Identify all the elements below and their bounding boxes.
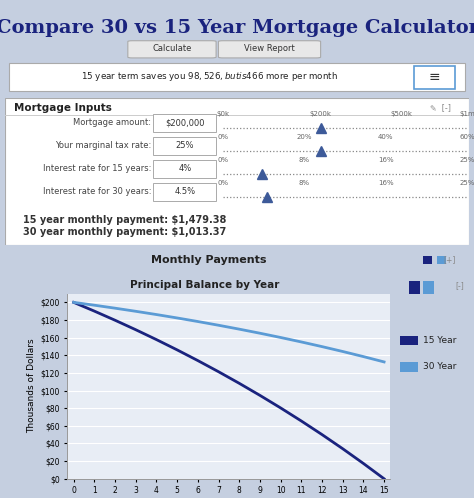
FancyBboxPatch shape	[128, 41, 216, 58]
Text: Your marginal tax rate:: Your marginal tax rate:	[55, 141, 151, 150]
Text: 15 year term saves you $98,526, but is $466 more per month: 15 year term saves you $98,526, but is $…	[81, 70, 337, 83]
Text: 4%: 4%	[178, 164, 191, 173]
Text: 60%: 60%	[459, 134, 474, 140]
Text: $200k: $200k	[310, 111, 332, 117]
Text: Interest rate for 15 years:: Interest rate for 15 years:	[43, 164, 151, 173]
Text: 15 year monthly payment: $1,479.38: 15 year monthly payment: $1,479.38	[23, 215, 227, 225]
Text: $200,000: $200,000	[165, 119, 205, 127]
FancyBboxPatch shape	[154, 160, 216, 178]
Text: 0%: 0%	[218, 134, 228, 140]
FancyBboxPatch shape	[437, 256, 446, 264]
Text: Calculate: Calculate	[152, 44, 191, 53]
Text: $1m: $1m	[459, 111, 474, 117]
FancyBboxPatch shape	[154, 137, 216, 155]
Text: 25%: 25%	[176, 141, 194, 150]
Text: 16%: 16%	[378, 180, 393, 186]
Text: 8%: 8%	[299, 180, 310, 186]
FancyBboxPatch shape	[5, 98, 469, 246]
Text: 8%: 8%	[299, 157, 310, 163]
FancyBboxPatch shape	[409, 281, 420, 293]
Text: 30 Year: 30 Year	[423, 363, 456, 372]
FancyBboxPatch shape	[423, 256, 432, 264]
Text: ≡: ≡	[428, 70, 440, 85]
Text: Compare 30 vs 15 Year Mortgage Calculator: Compare 30 vs 15 Year Mortgage Calculato…	[0, 19, 474, 37]
Text: ✎  [-]: ✎ [-]	[429, 103, 451, 112]
Text: 20%: 20%	[297, 134, 312, 140]
Text: Mortgage Inputs: Mortgage Inputs	[14, 103, 112, 113]
Text: [+]: [+]	[443, 255, 456, 264]
FancyBboxPatch shape	[400, 362, 418, 372]
Text: 30 year monthly payment: $1,013.37: 30 year monthly payment: $1,013.37	[23, 227, 227, 237]
Text: [-]: [-]	[456, 281, 465, 290]
Text: 0%: 0%	[218, 157, 228, 163]
FancyBboxPatch shape	[423, 281, 434, 293]
Text: 40%: 40%	[378, 134, 393, 140]
Text: 25%: 25%	[459, 180, 474, 186]
Text: 15 Year: 15 Year	[423, 336, 456, 345]
Text: 0%: 0%	[218, 180, 228, 186]
FancyBboxPatch shape	[400, 336, 418, 346]
Text: Monthly Payments: Monthly Payments	[151, 254, 267, 264]
Text: $500k: $500k	[390, 111, 412, 117]
FancyBboxPatch shape	[413, 66, 456, 89]
Text: 25%: 25%	[459, 157, 474, 163]
FancyBboxPatch shape	[219, 41, 320, 58]
Text: Principal Balance by Year: Principal Balance by Year	[130, 280, 279, 290]
FancyBboxPatch shape	[154, 183, 216, 201]
Text: Mortgage amount:: Mortgage amount:	[73, 119, 151, 127]
FancyBboxPatch shape	[9, 63, 465, 91]
Text: Interest rate for 30 years:: Interest rate for 30 years:	[43, 187, 151, 196]
Text: 4.5%: 4.5%	[174, 187, 196, 196]
Text: View Report: View Report	[244, 44, 295, 53]
Text: 16%: 16%	[378, 157, 393, 163]
Text: $0k: $0k	[217, 111, 229, 117]
FancyBboxPatch shape	[154, 114, 216, 132]
